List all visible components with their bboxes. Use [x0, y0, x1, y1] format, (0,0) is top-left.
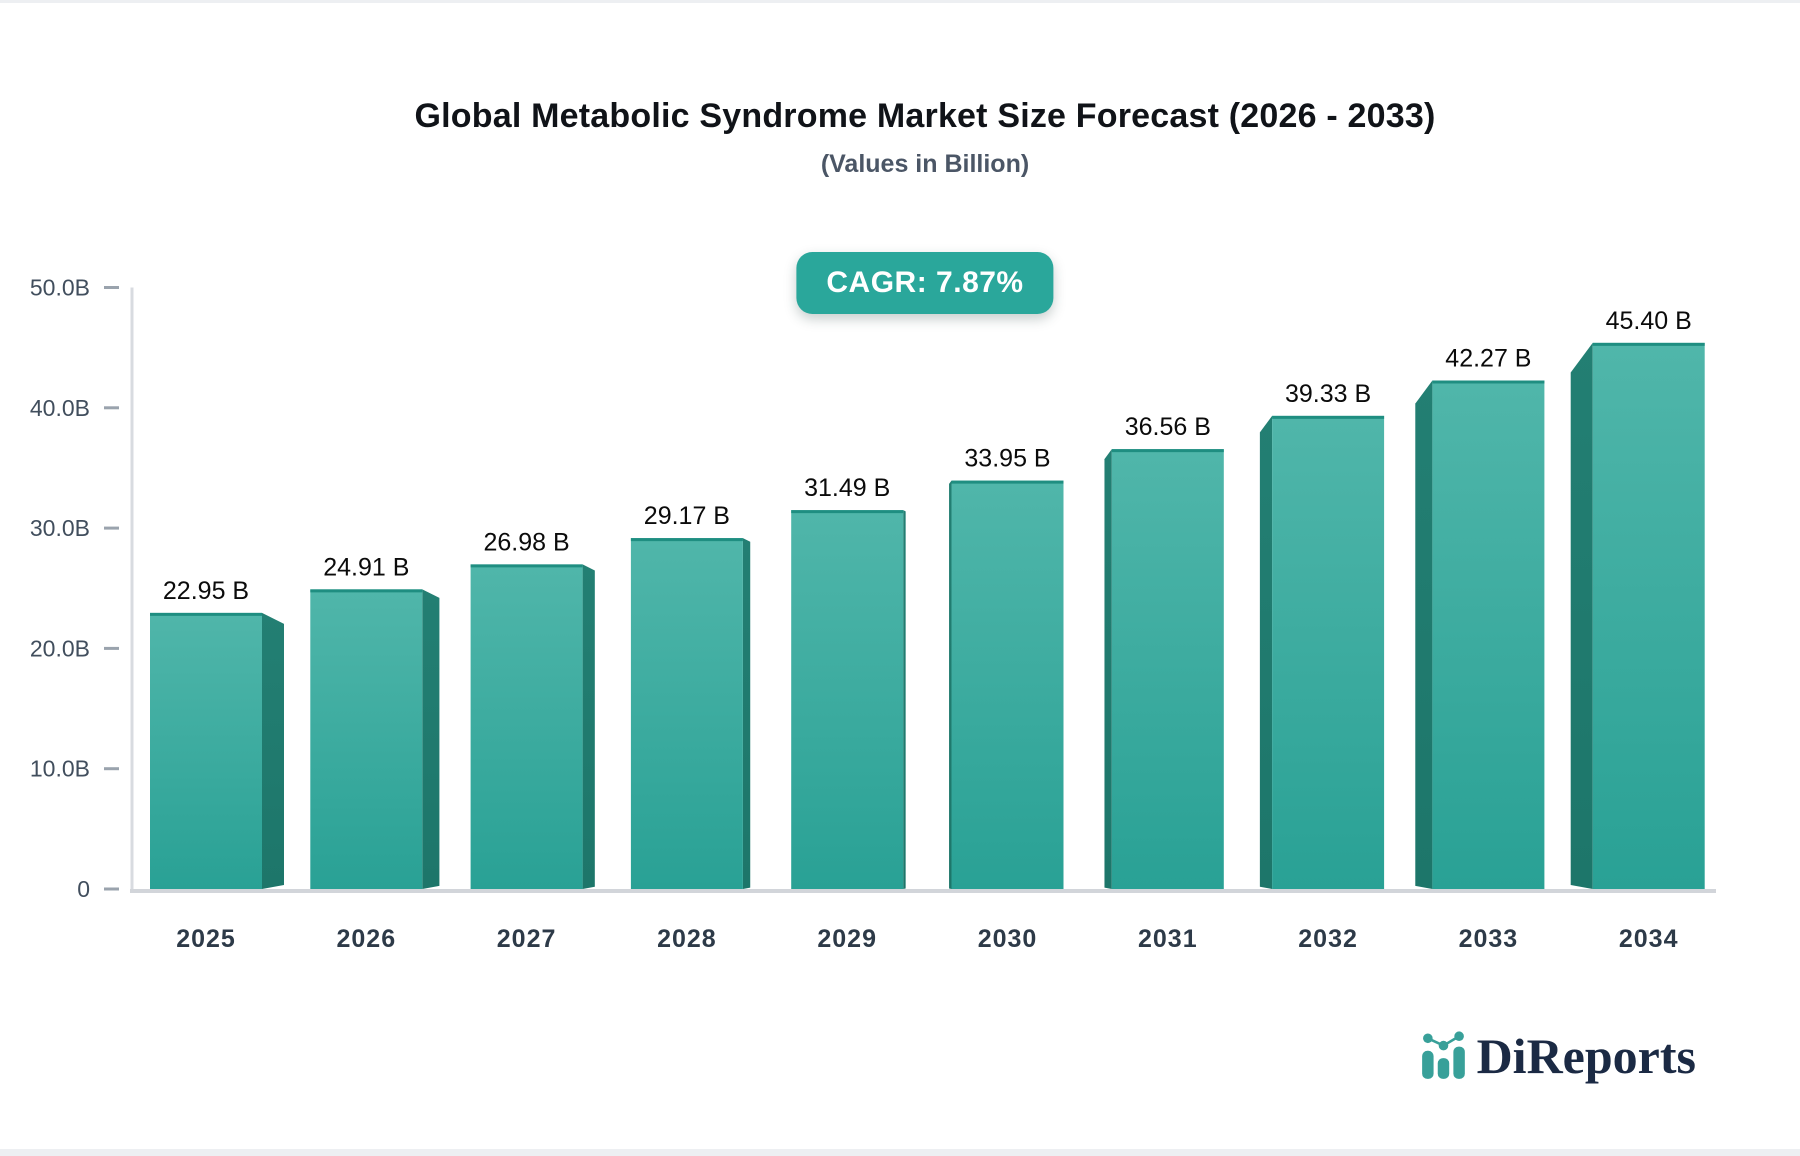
- bar-value-label-2027: 26.98 B: [484, 528, 570, 556]
- x-tick-label-2034: 2034: [1619, 925, 1679, 953]
- chart-title: Global Metabolic Syndrome Market Size Fo…: [414, 97, 1436, 135]
- x-tick-label-2033: 2033: [1459, 925, 1519, 953]
- bar-value-label-2025: 22.95 B: [163, 577, 249, 605]
- bar-side-2027: [582, 564, 595, 889]
- bar-value-label-2032: 39.33 B: [1285, 380, 1371, 408]
- bar-2030: [951, 480, 1064, 889]
- y-tick-label-40.0B: 40.0B: [30, 395, 90, 421]
- bar-side-2034: [1570, 342, 1593, 889]
- bar-value-label-2029: 31.49 B: [804, 474, 890, 502]
- bar-side-2028: [742, 538, 751, 889]
- bar-2028: [630, 538, 743, 889]
- x-tick-label-2030: 2030: [978, 925, 1038, 953]
- bar-2033: [1432, 380, 1545, 889]
- x-tick-label-2027: 2027: [497, 925, 557, 953]
- bar-value-label-2033: 42.27 B: [1445, 344, 1531, 372]
- bar-value-label-2028: 29.17 B: [644, 502, 730, 530]
- bar-2029: [791, 510, 904, 889]
- cagr-badge: CAGR: 7.87%: [796, 252, 1054, 314]
- bar-side-2031: [1104, 449, 1112, 889]
- bar-side-2026: [422, 589, 440, 889]
- brand-logo: DiReports: [1419, 1031, 1696, 1081]
- y-tick-label-0: 0: [77, 876, 90, 902]
- x-tick-label-2026: 2026: [336, 925, 396, 953]
- brand-logo-text: DiReports: [1476, 1028, 1696, 1084]
- bar-value-label-2034: 45.40 B: [1606, 307, 1692, 335]
- bar-value-label-2030: 33.95 B: [964, 445, 1050, 473]
- y-tick-label-10.0B: 10.0B: [30, 756, 90, 782]
- bar-side-2033: [1415, 380, 1433, 889]
- chart-subtitle: (Values in Billion): [820, 150, 1030, 178]
- bar-side-2032: [1259, 415, 1273, 889]
- bar-2027: [470, 564, 583, 889]
- bar-side-2025: [262, 612, 284, 889]
- x-tick-label-2028: 2028: [657, 925, 717, 953]
- bar-side-2030: [949, 480, 952, 889]
- brand-logo-icon: [1421, 1031, 1465, 1079]
- chart-canvas: 0 10.0B 20.0B 30.0B 40.0B 50.0B 22.95 B 2025 24.…: [30, 275, 1716, 953]
- chart-card: Global Metabolic Syndrome Market Size Fo…: [0, 3, 1800, 1149]
- bar-2026: [310, 589, 423, 889]
- x-tick-label-2025: 2025: [176, 925, 236, 953]
- y-tick-label-50.0B: 50.0B: [30, 275, 90, 301]
- bar-2032: [1272, 415, 1385, 889]
- bar-2025: [150, 612, 262, 889]
- x-tick-label-2029: 2029: [817, 925, 877, 953]
- chart-header: Global Metabolic Syndrome Market Size Fo…: [25, 3, 1800, 179]
- x-tick-label-2031: 2031: [1138, 925, 1198, 953]
- bar-value-label-2031: 36.56 B: [1125, 413, 1211, 441]
- y-tick-label-30.0B: 30.0B: [30, 515, 90, 541]
- bar-side-2029: [903, 510, 906, 889]
- bar-2034: [1592, 342, 1705, 889]
- y-tick-label-20.0B: 20.0B: [30, 635, 90, 661]
- x-tick-label-2032: 2032: [1298, 925, 1358, 953]
- bar-value-label-2026: 24.91 B: [323, 553, 409, 581]
- bar-2031: [1111, 449, 1224, 889]
